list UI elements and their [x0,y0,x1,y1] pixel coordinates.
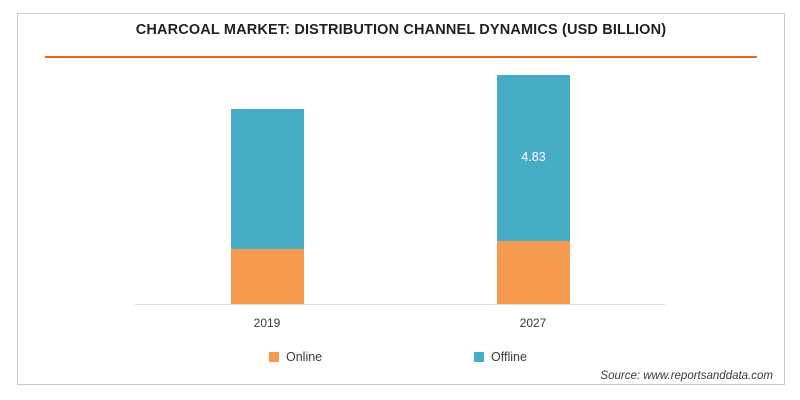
chart-legend: Online Offline [135,348,665,368]
bar-segment-offline-2027[interactable]: 4.83 [497,75,570,241]
bar-segment-online-2019[interactable] [231,249,304,304]
legend-swatch-online-icon [269,352,279,362]
legend-swatch-offline-icon [474,352,484,362]
legend-label-offline: Offline [491,349,527,364]
x-axis-line [135,304,665,305]
x-axis-tick-2027: 2027 [519,316,547,330]
bar-stack-2027[interactable]: 4.83 [497,75,570,304]
bar-segment-online-2027[interactable] [497,241,570,304]
legend-label-online: Online [286,349,323,364]
bar-stack-2019[interactable] [231,109,304,304]
title-divider [45,56,757,58]
source-attribution: Source: www.reportsanddata.com [600,370,773,382]
page-title: CHARCOAL MARKET: DISTRIBUTION CHANNEL DY… [135,22,667,38]
chart-frame [17,13,785,385]
bar-segment-offline-2019[interactable] [231,109,304,249]
x-axis-tick-2019: 2019 [253,316,281,330]
legend-item-online[interactable]: Online [269,348,322,366]
bar-value-label-offline-2027: 4.83 [521,150,546,164]
legend-item-offline[interactable]: Offline [474,348,527,366]
